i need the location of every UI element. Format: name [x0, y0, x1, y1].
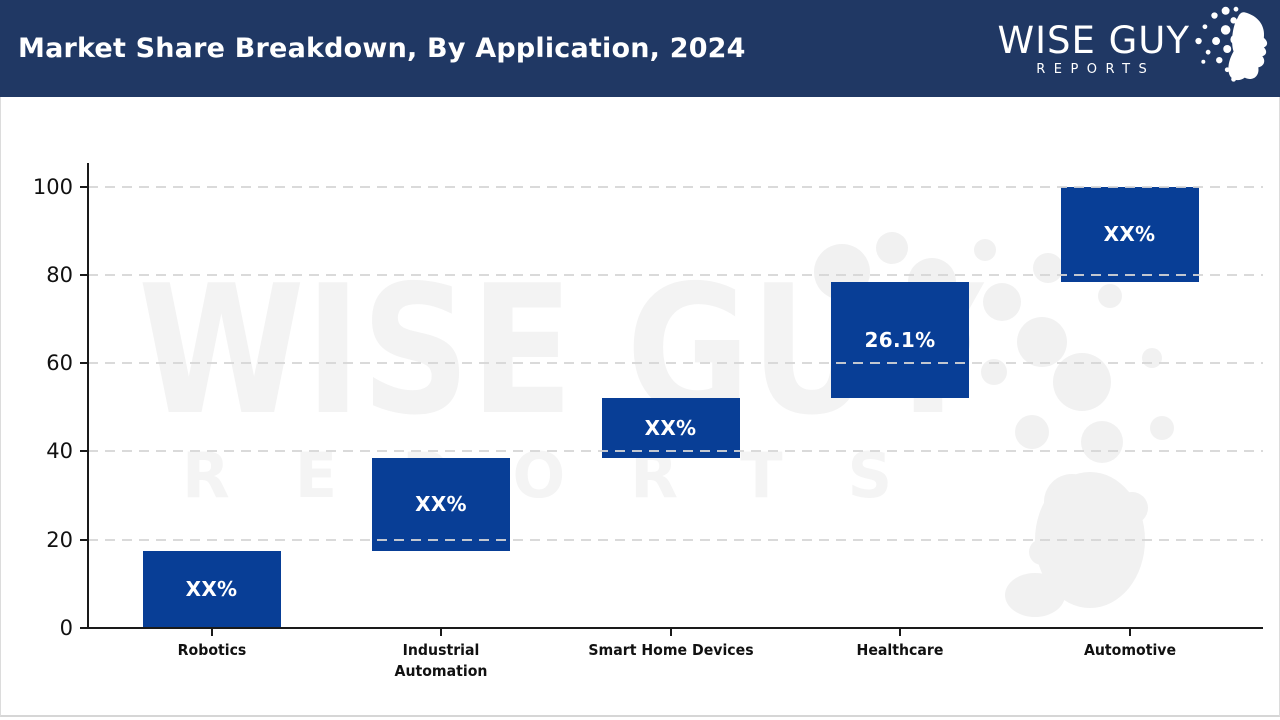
logo-subtitle: REPORTS	[1036, 61, 1156, 77]
y-tick-mark	[80, 627, 87, 629]
bar-smart-home-devices: XX%	[601, 397, 740, 459]
x-tick-mark	[669, 629, 672, 636]
y-tick-label: 40	[46, 439, 73, 464]
y-tick-label: 80	[46, 262, 73, 287]
y-tick-mark	[80, 362, 87, 365]
brand-logo: WISE GUY REPORTS	[998, 4, 1272, 94]
gridline-100	[88, 185, 1263, 188]
bar-value-label: XX%	[415, 492, 467, 517]
watermark-subtext: REPORTS	[182, 439, 958, 512]
bar-value-label: 26.1%	[864, 327, 936, 352]
gridline-80	[88, 273, 1263, 276]
x-tick-mark	[440, 629, 442, 636]
x-tick-mark	[899, 629, 901, 636]
logo-name: WISE GUY	[997, 18, 1190, 62]
y-tick-label: 20	[46, 527, 73, 552]
chart-plot-area: XX% XX% XX% 26.1% XX% 0 20 40 60 80 100 Robotics Ind…	[0, 97, 1280, 720]
y-tick-label: 100	[32, 174, 73, 199]
x-category-label: Industrial Automation	[394, 641, 488, 680]
y-tick-label: 0	[59, 616, 73, 640]
x-category-label: Automotive	[1083, 641, 1176, 659]
bar-industrial-automation: XX%	[372, 458, 510, 551]
page-title: Market Share Breakdown, By Application, …	[18, 33, 746, 64]
logo-face-icon	[1195, 6, 1268, 82]
x-category-label: Robotics	[177, 641, 246, 659]
bar-value-label: XX%	[644, 415, 697, 440]
bar-automotive: XX%	[1060, 186, 1199, 283]
y-tick-label: 60	[46, 351, 73, 376]
bar-value-label: XX%	[1103, 222, 1156, 247]
gridline-60	[88, 362, 1263, 365]
bar-healthcare: 26.1%	[831, 282, 969, 398]
x-axis-line	[87, 627, 1263, 629]
bar-value-label: XX%	[185, 577, 238, 602]
gridline-20	[88, 538, 1263, 541]
y-tick-mark	[80, 538, 87, 541]
x-category-label: Smart Home Devices	[587, 641, 754, 659]
x-category-label: Healthcare	[856, 641, 944, 659]
y-tick-mark	[80, 185, 87, 188]
bar-robotics: XX%	[142, 550, 281, 628]
gridline-40	[88, 450, 1263, 453]
x-tick-mark	[1128, 629, 1131, 636]
y-axis-line	[87, 163, 89, 629]
y-tick-mark	[80, 450, 87, 453]
y-tick-mark	[80, 273, 87, 276]
x-tick-mark	[210, 629, 213, 636]
header-bar: Market Share Breakdown, By Application, …	[0, 0, 1280, 97]
